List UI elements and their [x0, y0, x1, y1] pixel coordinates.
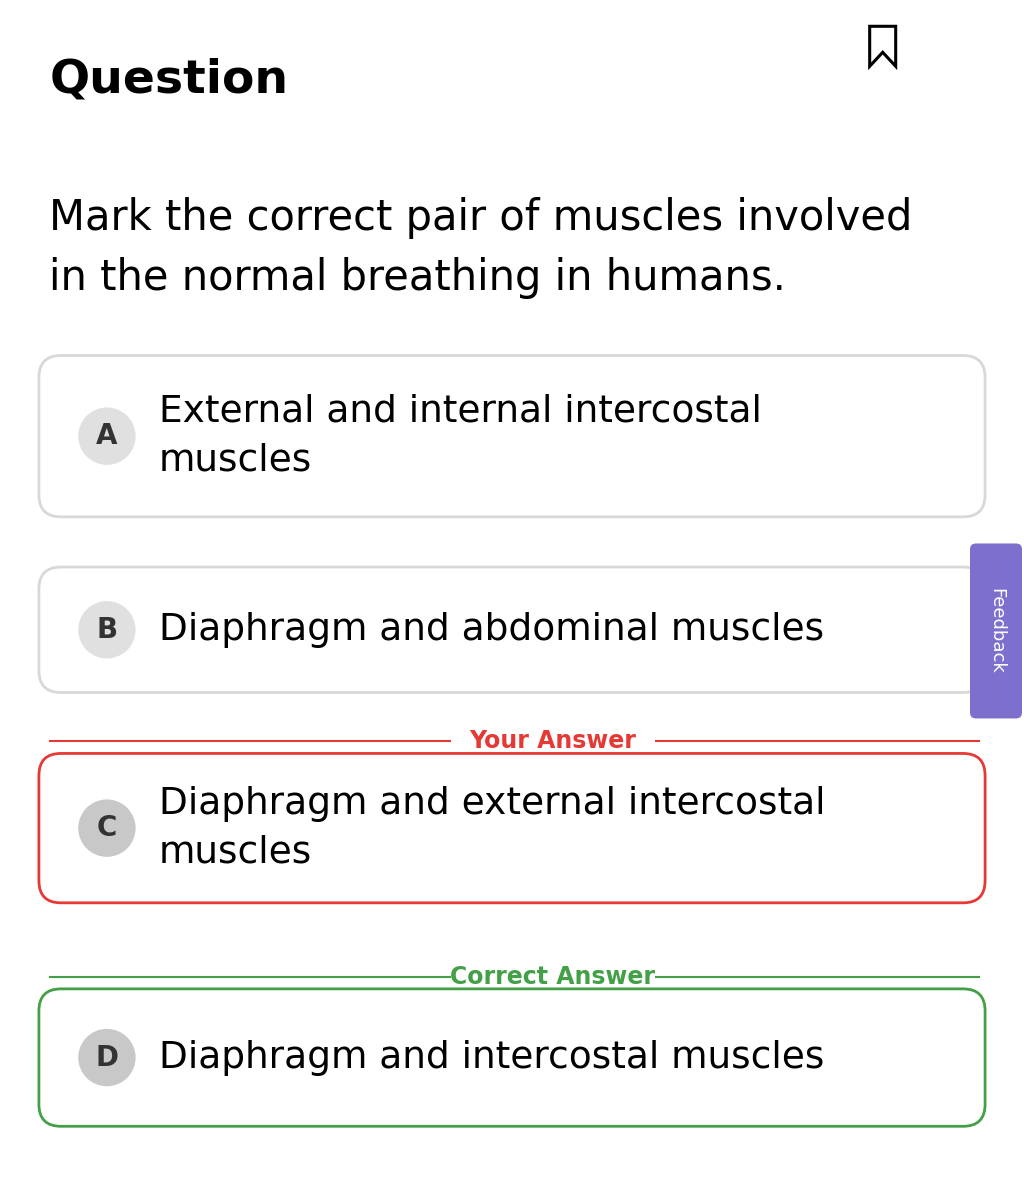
- Text: Diaphragm and intercostal muscles: Diaphragm and intercostal muscles: [159, 1040, 824, 1076]
- Text: External and internal intercostal
muscles: External and internal intercostal muscle…: [159, 394, 762, 478]
- Text: Diaphragm and external intercostal
muscles: Diaphragm and external intercostal muscl…: [159, 786, 825, 870]
- Text: Your Answer: Your Answer: [470, 729, 636, 754]
- FancyBboxPatch shape: [39, 754, 985, 903]
- Text: C: C: [96, 814, 117, 842]
- Text: D: D: [95, 1043, 119, 1072]
- Circle shape: [79, 801, 135, 856]
- Text: A: A: [96, 422, 118, 451]
- Text: Feedback: Feedback: [987, 588, 1005, 674]
- Text: Diaphragm and abdominal muscles: Diaphragm and abdominal muscles: [159, 612, 824, 648]
- Text: Question: Question: [49, 57, 289, 103]
- Text: B: B: [96, 615, 118, 644]
- Text: Mark the correct pair of muscles involved
in the normal breathing in humans.: Mark the correct pair of muscles involve…: [49, 197, 912, 299]
- FancyBboxPatch shape: [39, 989, 985, 1126]
- FancyBboxPatch shape: [39, 356, 985, 517]
- Circle shape: [79, 1030, 135, 1085]
- FancyBboxPatch shape: [39, 568, 985, 693]
- Circle shape: [79, 602, 135, 657]
- Text: Correct Answer: Correct Answer: [451, 964, 655, 989]
- Circle shape: [79, 409, 135, 464]
- FancyBboxPatch shape: [970, 544, 1022, 718]
